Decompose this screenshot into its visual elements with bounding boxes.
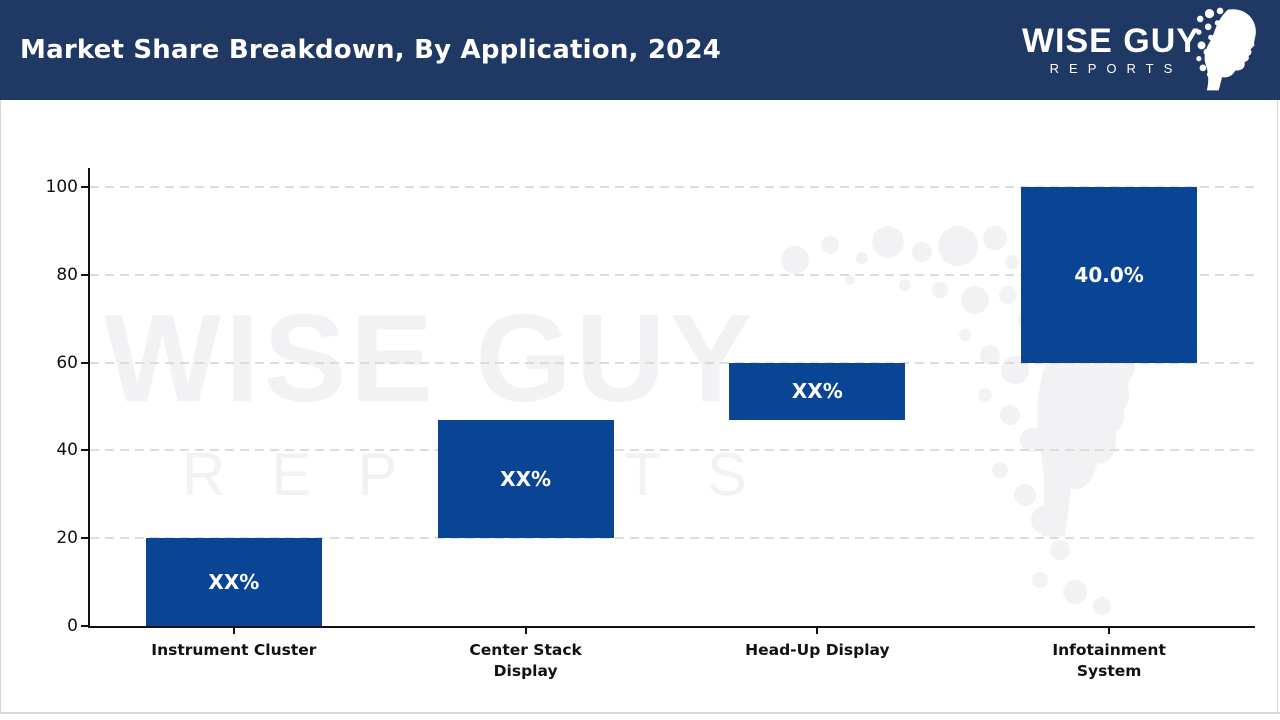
y-axis-tick [81, 361, 88, 364]
x-axis-tick [232, 628, 235, 634]
x-axis-category-line: System [1076, 662, 1142, 680]
card-border-bottom [0, 712, 1280, 714]
gridline [90, 449, 1255, 452]
y-axis-tick-label: 40 [56, 440, 78, 461]
x-axis-tick [524, 628, 527, 634]
bar-segment: XX% [437, 419, 614, 539]
wiseguy-logo-head-icon [1196, 7, 1256, 91]
x-axis-category-label: Instrument Cluster [84, 640, 384, 661]
gridline [90, 273, 1255, 276]
y-axis-tick [81, 625, 88, 627]
x-axis-category-line: Display [493, 662, 558, 680]
bar-segment: XX% [729, 362, 906, 420]
y-axis-tick [81, 273, 88, 276]
card-border-right [1277, 100, 1278, 713]
x-axis-category-line: Instrument Cluster [151, 641, 317, 659]
x-axis-category-line: Center Stack [469, 641, 582, 659]
bar-value-label: XX% [500, 466, 552, 491]
bar-value-label: XX% [208, 570, 260, 595]
x-axis-line [88, 626, 1255, 628]
y-axis-tick-label: 60 [56, 352, 78, 373]
gridline [90, 361, 1255, 364]
bar-segment: 40.0% [1021, 187, 1198, 363]
logo-wordmark: WISE GUY [1021, 22, 1200, 60]
bar-value-label: XX% [791, 379, 843, 404]
x-axis-category-line: Infotainment [1052, 641, 1166, 659]
wiseguy-logo: WISE GUY REPORTS [1022, 7, 1262, 93]
header-bar: Market Share Breakdown, By Application, … [0, 0, 1280, 100]
y-axis-tick [81, 449, 88, 452]
y-axis-tick [81, 537, 88, 540]
y-axis-line [88, 168, 90, 628]
bar-value-label: 40.0% [1074, 262, 1144, 287]
bar-segment: XX% [145, 538, 322, 626]
x-axis-category-label: Infotainment System [959, 640, 1259, 682]
watermark-wordmark: WISE GUY [104, 290, 757, 428]
y-axis-tick-label: 100 [45, 177, 78, 197]
y-axis-tick-label: 80 [56, 264, 78, 285]
page-title: Market Share Breakdown, By Application, … [20, 35, 722, 65]
x-axis-tick [816, 628, 819, 634]
y-axis-tick-label: 0 [67, 616, 78, 636]
gridline [90, 537, 1255, 540]
x-axis-category-line: Head-Up Display [745, 641, 890, 659]
card-border-left [0, 100, 1, 713]
gridline [90, 186, 1255, 188]
y-axis-tick [81, 186, 88, 188]
wiseguy-logo-text: WISE GUY REPORTS [1022, 23, 1200, 77]
x-axis-tick [1108, 628, 1111, 634]
x-axis-category-label: Head-Up Display [667, 640, 967, 661]
y-axis-tick-label: 20 [56, 528, 78, 549]
logo-subtitle: REPORTS [1049, 61, 1183, 76]
x-axis-category-label: Center Stack Display [376, 640, 676, 682]
